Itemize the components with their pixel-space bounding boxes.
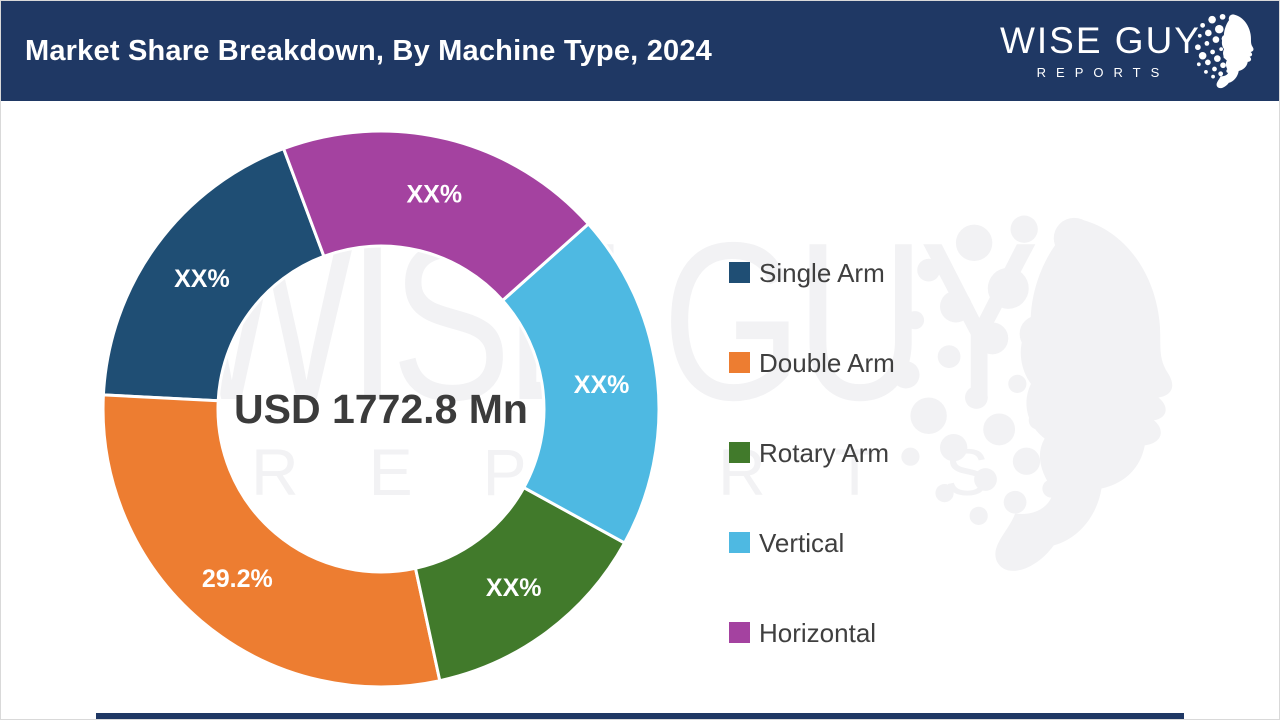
legend-swatch	[729, 262, 750, 283]
donut-center-value: USD 1772.8 Mn	[234, 386, 528, 432]
slice-label: XX%	[407, 181, 463, 209]
slice-label: XX%	[486, 574, 542, 602]
legend-swatch	[729, 352, 750, 373]
donut-segment-double-arm	[101, 393, 442, 689]
legend-label: Double Arm	[759, 347, 895, 378]
wiseguy-logo: WISE GUY REPORTS	[1000, 13, 1255, 89]
legend-label: Horizontal	[759, 617, 877, 648]
donut-chart: XX% 29.2% XX% XX% XX% USD 1772.8 Mn	[101, 129, 661, 689]
logo-face-icon	[1195, 13, 1254, 89]
legend-label: Single Arm	[759, 257, 885, 288]
legend-item-horizontal: Horizontal	[729, 617, 895, 648]
donut-segment-single-arm	[101, 146, 326, 403]
watermark-face-icon	[892, 215, 1173, 571]
legend-item-single-arm: Single Arm	[729, 257, 895, 288]
legend-swatch	[729, 442, 750, 463]
legend-item-rotary-arm: Rotary Arm	[729, 437, 895, 468]
footer-bar	[96, 713, 1184, 719]
slice-label: 29.2%	[202, 565, 273, 593]
legend-label: Vertical	[759, 527, 845, 558]
chart-legend: Single Arm Double Arm Rotary Arm Vertical Ho…	[729, 257, 895, 648]
slice-label: XX%	[574, 371, 630, 399]
donut-segment-vertical	[500, 221, 661, 546]
logo-subtitle: REPORTS	[1036, 65, 1170, 80]
page-title: Market Share Breakdown, By Machine Type,…	[25, 34, 713, 67]
slice-label: XX%	[174, 265, 230, 293]
legend-swatch	[729, 532, 750, 553]
legend-item-double-arm: Double Arm	[729, 347, 895, 378]
logo-wordmark: WISE GUY	[999, 20, 1201, 61]
legend-label: Rotary Arm	[759, 437, 890, 468]
header: Market Share Breakdown, By Machine Type,…	[1, 1, 1279, 101]
donut-segment-horizontal	[281, 129, 591, 303]
legend-swatch	[729, 622, 750, 643]
legend-item-vertical: Vertical	[729, 527, 895, 558]
